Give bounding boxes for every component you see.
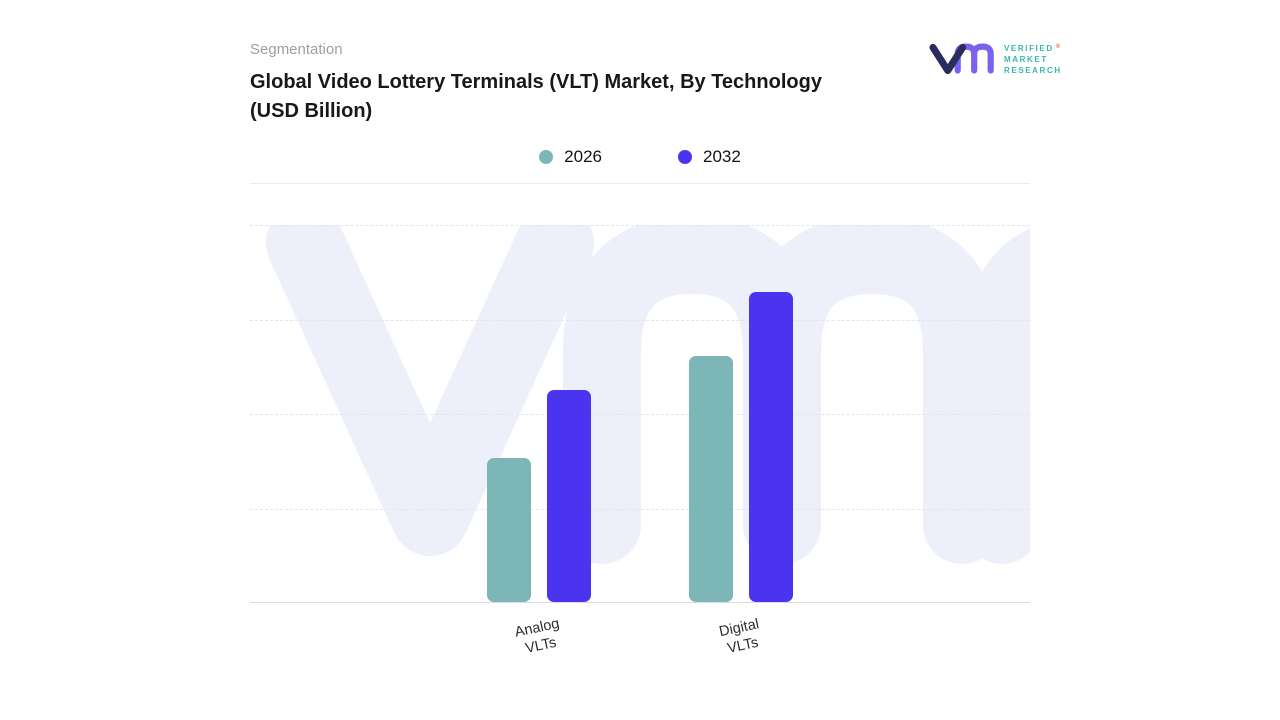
figure: Segmentation Global Video Lottery Termin… — [250, 40, 1030, 683]
gridline-3 — [250, 508, 1030, 510]
segmentation-label: Segmentation — [250, 41, 343, 58]
bar-analog-vlts-2032 — [547, 390, 591, 602]
plot-area — [250, 225, 1030, 603]
legend-dot-2032 — [678, 150, 692, 164]
registered-trademark: ® — [1055, 43, 1061, 50]
vmr-logo-icon — [929, 43, 994, 75]
chart-title: Global Video Lottery Terminals (VLT) Mar… — [250, 68, 1030, 126]
legend: 2026 2032 — [250, 144, 1030, 170]
chart-title-line1: Global Video Lottery Terminals (VLT) Mar… — [250, 71, 822, 93]
header-divider — [250, 183, 1030, 184]
bar-digital-vlts-2026 — [689, 356, 733, 602]
bar-analog-vlts-2026 — [487, 458, 531, 602]
bar-group-analog-vlts — [487, 225, 591, 602]
legend-item-2026: 2026 — [539, 147, 602, 167]
brand-line-research: RESEARCH — [1004, 65, 1062, 75]
legend-dot-2026 — [539, 150, 554, 164]
x-axis-label-analog-vlts: Analog VLTs — [513, 615, 561, 657]
brand-line-verified: VERIFIED — [1004, 43, 1054, 53]
gridline-2 — [250, 414, 1030, 415]
x-axis-labels: Analog VLTs Digital VLTs — [250, 603, 1030, 683]
gridline-top — [250, 225, 1030, 226]
gridline-1 — [250, 319, 1030, 321]
x-axis-baseline — [250, 602, 1030, 603]
legend-label-2026: 2026 — [564, 147, 602, 166]
x-axis-label-digital-vlts: Digital VLTs — [717, 616, 761, 657]
chart-title-line2: (USD Billion) — [250, 100, 373, 122]
vmr-logo-text: VERIFIED ® MARKET RESEARCH — [1004, 44, 1062, 75]
brand-line-market: MARKET — [1004, 54, 1048, 64]
legend-label-2032: 2032 — [703, 147, 741, 166]
bar-group-digital-vlts — [689, 225, 793, 602]
legend-item-2032: 2032 — [678, 147, 741, 167]
bar-digital-vlts-2032 — [749, 292, 793, 602]
vmr-logo: VERIFIED ® MARKET RESEARCH — [928, 40, 1062, 78]
